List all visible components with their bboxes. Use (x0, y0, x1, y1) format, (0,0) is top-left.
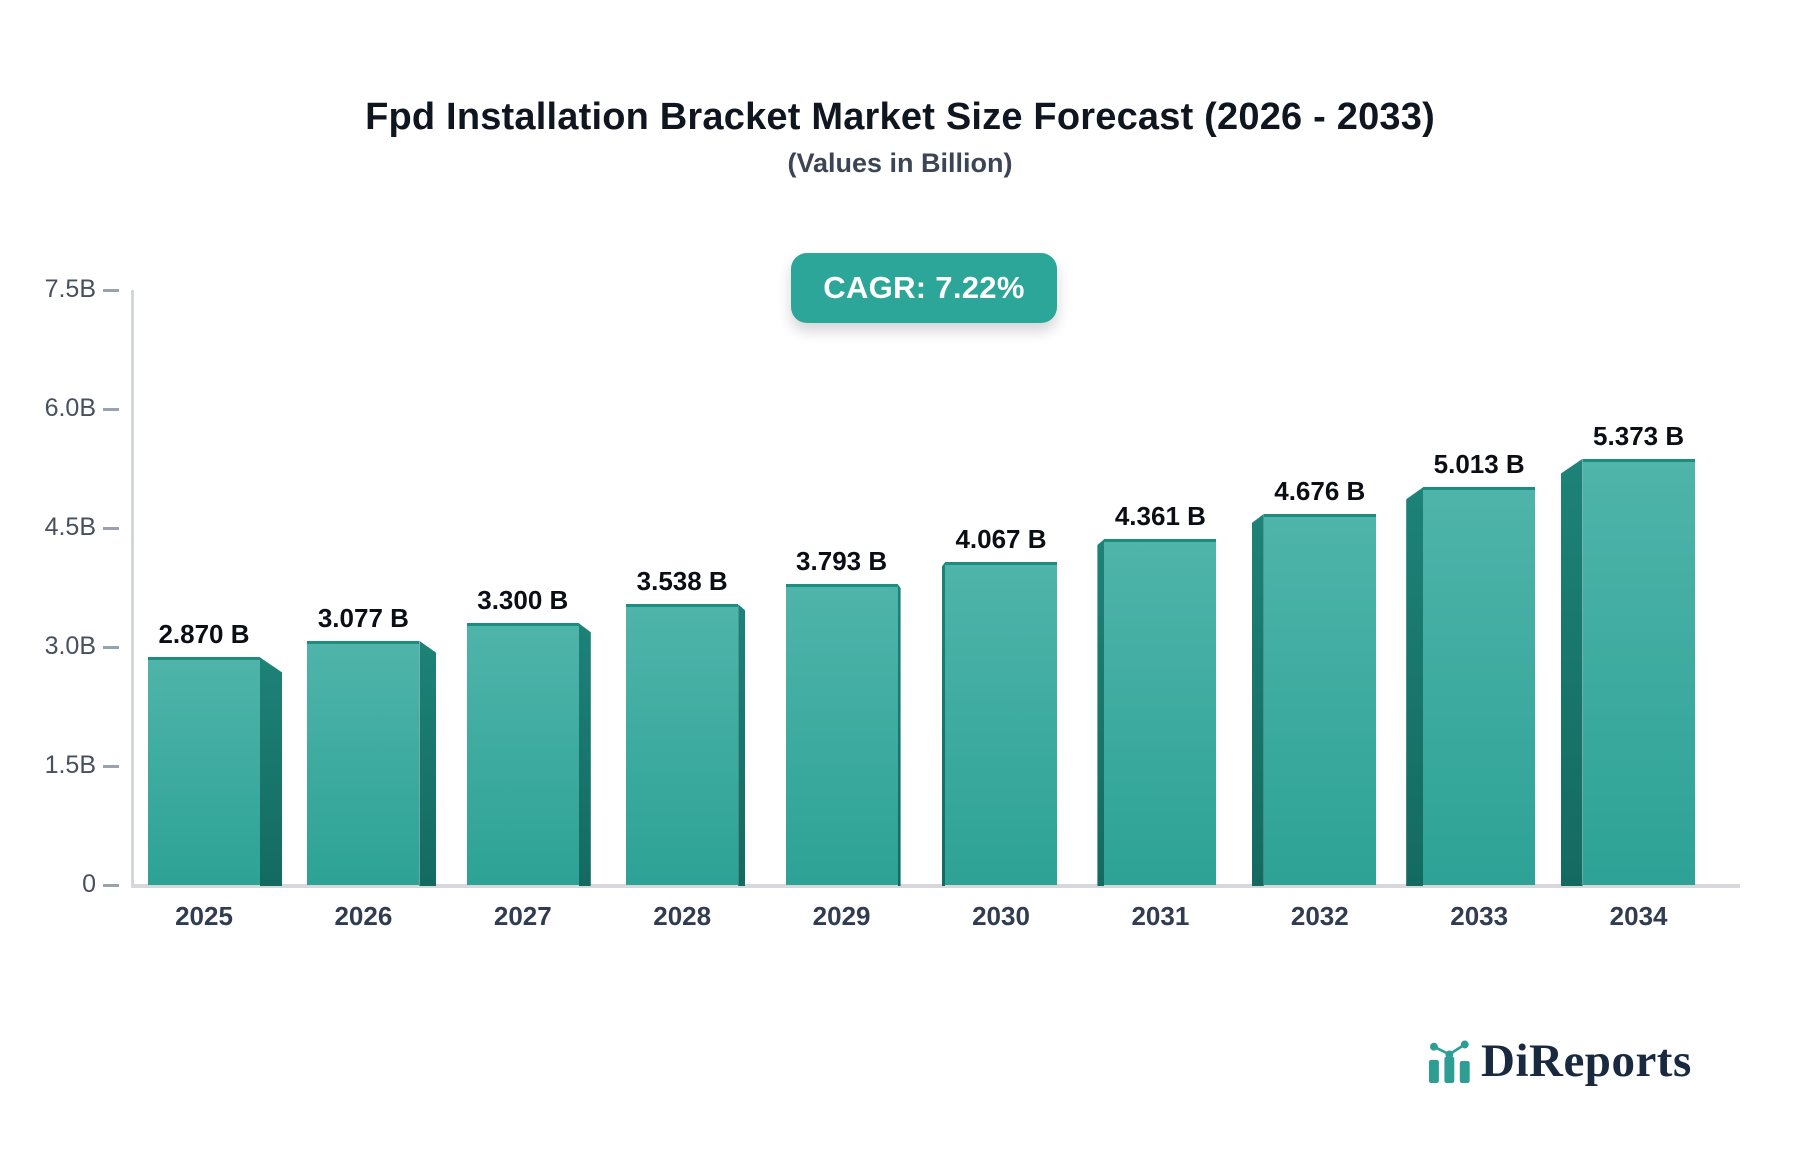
y-tick-dash (103, 526, 119, 530)
bar-3d-side (1406, 487, 1424, 886)
bar-3d-side (578, 623, 591, 886)
x-tick-label: 2028 (653, 901, 712, 931)
brand-logo: DiReports (1428, 1032, 1692, 1090)
x-axis-line (131, 884, 1740, 888)
bar-value-label: 4.676 B (1274, 476, 1366, 507)
y-tick-dash (103, 407, 119, 411)
bar-value-label: 3.538 B (636, 566, 728, 597)
x-tick-label: 2027 (493, 901, 552, 931)
bar-3d-side (1560, 458, 1583, 886)
bar-value-label: 3.077 B (317, 602, 409, 633)
bar (466, 623, 579, 885)
cagr-badge: CAGR: 7.22% (791, 253, 1057, 323)
bar-value-label: 5.373 B (1593, 420, 1685, 451)
bar-value-label: 3.300 B (477, 585, 569, 616)
bar (1582, 458, 1695, 885)
x-tick-label: 2034 (1609, 901, 1668, 931)
bar-value-label: 4.067 B (955, 524, 1047, 555)
bar (1104, 539, 1217, 885)
bar-3d-side (738, 604, 746, 886)
x-tick-label: 2029 (812, 901, 871, 931)
x-tick-label: 2030 (972, 901, 1030, 931)
bar (626, 604, 739, 885)
bar-3d-side (260, 657, 282, 886)
bar-3d-side (942, 562, 945, 886)
y-tick-dash (103, 288, 119, 292)
y-tick-label: 7.5B (44, 275, 96, 303)
bar-chart-logo-icon (1429, 1040, 1470, 1083)
chart-subtitle: (Values in Billion) (787, 148, 1013, 178)
bar (307, 640, 420, 885)
bar-3d-side (1251, 514, 1264, 886)
bar-value-label: 4.361 B (1114, 501, 1206, 532)
y-tick-label: 1.5B (44, 751, 96, 779)
bar-3d-side (897, 584, 901, 886)
y-tick-label: 6.0B (44, 394, 96, 422)
cagr-badge-label: CAGR: 7.22% (823, 270, 1025, 305)
brand-name: DiReports (1481, 1034, 1692, 1087)
y-tick-label: 3.0B (44, 632, 96, 660)
bar (1263, 514, 1376, 885)
y-tick-dash (103, 645, 119, 649)
x-tick-label: 2026 (334, 901, 393, 931)
x-tick-label: 2032 (1290, 901, 1349, 931)
bar (945, 562, 1057, 885)
bar (148, 657, 260, 885)
bar-3d-side (419, 640, 437, 886)
bar-value-label: 3.793 B (796, 546, 888, 577)
x-tick-label: 2033 (1450, 901, 1509, 931)
bar-value-label: 5.013 B (1433, 449, 1525, 480)
y-tick-label: 4.5B (44, 513, 96, 541)
chart-title: Fpd Installation Bracket Market Size For… (365, 96, 1435, 138)
x-tick-label: 2031 (1131, 901, 1190, 931)
bar (1423, 487, 1536, 885)
bar-3d-side (1097, 539, 1105, 886)
bar-value-label: 2.870 B (158, 619, 250, 650)
y-tick-dash (103, 883, 119, 887)
y-tick-dash (103, 764, 119, 768)
bar (785, 584, 898, 885)
y-tick-label: 0 (82, 870, 96, 898)
y-axis-line (131, 290, 134, 886)
x-tick-label: 2025 (175, 901, 233, 931)
